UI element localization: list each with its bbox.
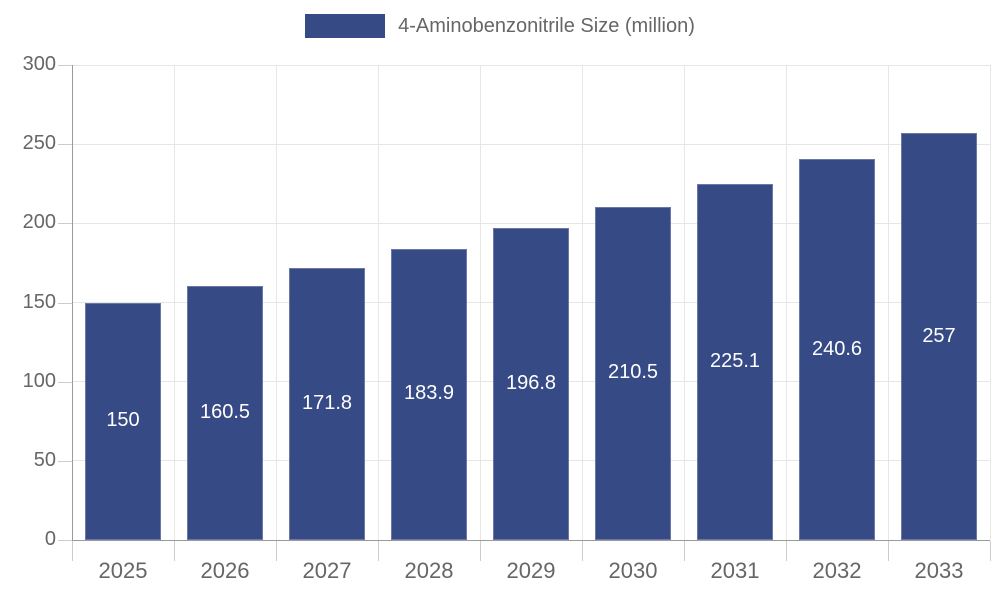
gridline-v — [377, 65, 379, 540]
x-tick-mark — [275, 541, 277, 561]
gridline-v — [683, 65, 685, 540]
bar[interactable] — [187, 285, 263, 540]
y-tick-mark — [58, 460, 72, 462]
x-tick-mark — [479, 541, 481, 561]
legend-item[interactable]: 4-Aminobenzonitrile Size (million) — [305, 14, 695, 38]
x-tick-mark — [683, 541, 685, 561]
bar[interactable] — [799, 159, 875, 540]
y-tick-label: 50 — [33, 448, 56, 471]
bar[interactable] — [595, 206, 671, 540]
gridline-v — [275, 65, 277, 540]
gridline-h — [72, 64, 990, 66]
x-tick-mark — [785, 541, 787, 561]
bar-value-label: 183.9 — [403, 382, 455, 405]
y-tick-mark — [58, 302, 72, 304]
y-tick-label: 0 — [44, 528, 56, 550]
gridline-h — [72, 222, 990, 224]
x-tick-mark — [581, 541, 583, 561]
x-tick-mark — [989, 541, 991, 561]
gridline-v — [479, 65, 481, 540]
legend-label: 4-Aminobenzonitrile Size (million) — [398, 14, 695, 37]
gridline-v — [173, 65, 175, 540]
x-tick-label: 2029 — [506, 558, 556, 583]
bar-value-label: 210.5 — [607, 361, 659, 384]
legend: 4-Aminobenzonitrile Size (million) — [0, 14, 1000, 38]
bar[interactable] — [85, 302, 161, 540]
y-tick-mark — [58, 381, 72, 383]
y-tick-mark — [58, 65, 72, 66]
x-tick-label: 2026 — [200, 558, 250, 583]
x-tick-label: 2028 — [404, 558, 454, 583]
y-axis-line — [72, 65, 73, 540]
bar[interactable] — [391, 248, 467, 540]
y-tick-label: 200 — [22, 211, 56, 234]
legend-swatch-icon — [305, 14, 386, 38]
x-tick-mark — [173, 541, 175, 561]
gridline-v — [989, 65, 991, 540]
bar-value-label: 257 — [922, 324, 956, 347]
x-tick-label: 2033 — [914, 558, 964, 583]
plot-area: 150 160.5 171.8 183.9 196.8 210.5 225.1 240.6 25… — [72, 64, 991, 540]
x-tick-mark — [71, 541, 73, 561]
gridline-h — [72, 143, 990, 145]
y-tick-mark — [58, 540, 72, 541]
gridline-v — [887, 65, 889, 540]
bar-value-label: 171.8 — [301, 391, 353, 414]
bar-value-label: 225.1 — [709, 349, 761, 372]
bar-value-label: 150 — [106, 409, 140, 432]
y-tick-label: 250 — [22, 132, 56, 155]
bar[interactable] — [697, 183, 773, 540]
x-tick-mark — [377, 541, 379, 561]
bar-value-label: 196.8 — [505, 372, 557, 395]
y-tick-label: 100 — [22, 369, 56, 392]
x-tick-label: 2031 — [710, 558, 760, 583]
x-tick-label: 2030 — [608, 558, 658, 583]
bar[interactable] — [289, 267, 365, 540]
x-tick-label: 2025 — [98, 558, 148, 583]
gridline-v — [581, 65, 583, 540]
x-tick-mark — [887, 541, 889, 561]
y-tick-label: 300 — [22, 53, 56, 75]
bar-value-label: 160.5 — [199, 400, 251, 423]
bar[interactable] — [493, 228, 569, 540]
bar-value-label: 240.6 — [811, 337, 863, 360]
bar[interactable] — [901, 133, 977, 540]
x-axis-line — [72, 540, 990, 541]
y-tick-mark — [58, 223, 72, 225]
y-tick-mark — [58, 144, 72, 146]
x-tick-label: 2027 — [302, 558, 352, 583]
x-tick-label: 2032 — [812, 558, 862, 583]
y-tick-label: 150 — [22, 290, 56, 313]
gridline-v — [785, 65, 787, 540]
